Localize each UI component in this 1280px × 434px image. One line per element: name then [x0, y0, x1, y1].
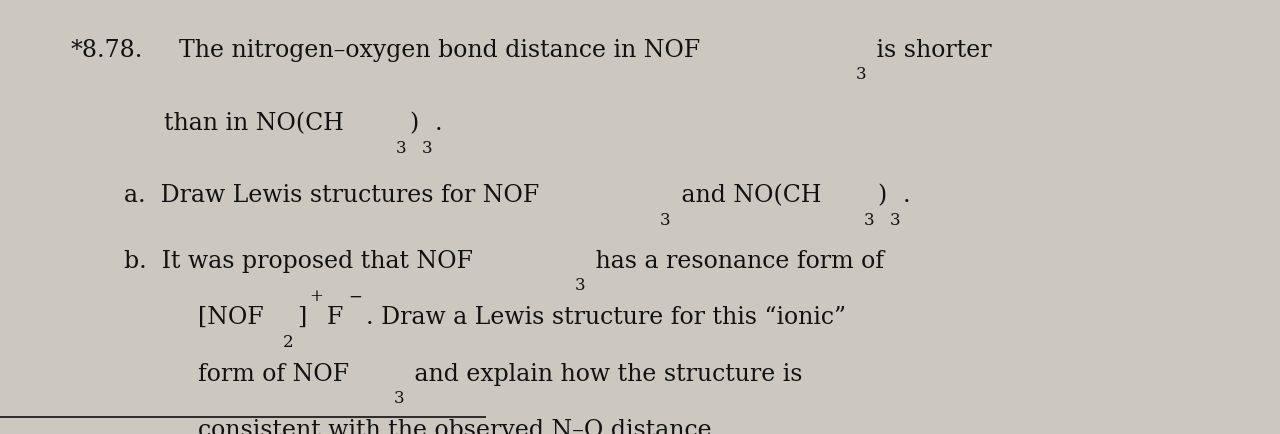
Text: [NOF: [NOF: [198, 306, 264, 328]
Text: form of NOF: form of NOF: [198, 362, 349, 385]
Text: +: +: [308, 288, 323, 305]
Text: is shorter: is shorter: [869, 39, 992, 61]
Text: F: F: [326, 306, 343, 328]
Text: 3: 3: [890, 211, 900, 228]
Text: 3: 3: [660, 211, 671, 228]
Text: 3: 3: [575, 276, 585, 293]
Text: b.  It was proposed that NOF: b. It was proposed that NOF: [124, 249, 474, 272]
Text: . Draw a Lewis structure for this “ionic”: . Draw a Lewis structure for this “ionic…: [366, 306, 846, 328]
Text: ): ): [878, 184, 887, 207]
Text: .: .: [904, 184, 911, 207]
Text: ): ): [410, 112, 419, 135]
Text: 3: 3: [856, 66, 867, 83]
Text: 3: 3: [396, 140, 407, 157]
Text: ]: ]: [297, 306, 306, 328]
Text: 2: 2: [283, 333, 294, 350]
Text: 3: 3: [393, 389, 404, 406]
Text: 3: 3: [864, 211, 874, 228]
Text: a.  Draw Lewis structures for NOF: a. Draw Lewis structures for NOF: [124, 184, 539, 207]
Text: 3: 3: [421, 140, 433, 157]
Text: than in NO(CH: than in NO(CH: [164, 112, 343, 135]
Text: *8.78.: *8.78.: [70, 39, 143, 61]
Text: .: .: [435, 112, 443, 135]
Text: −: −: [348, 288, 362, 305]
Text: consistent with the observed N–O distance.: consistent with the observed N–O distanc…: [198, 418, 719, 434]
Text: and NO(CH: and NO(CH: [673, 184, 820, 207]
Text: and explain how the structure is: and explain how the structure is: [407, 362, 803, 385]
Text: has a resonance form of: has a resonance form of: [589, 249, 884, 272]
Text: The nitrogen–oxygen bond distance in NOF: The nitrogen–oxygen bond distance in NOF: [164, 39, 700, 61]
